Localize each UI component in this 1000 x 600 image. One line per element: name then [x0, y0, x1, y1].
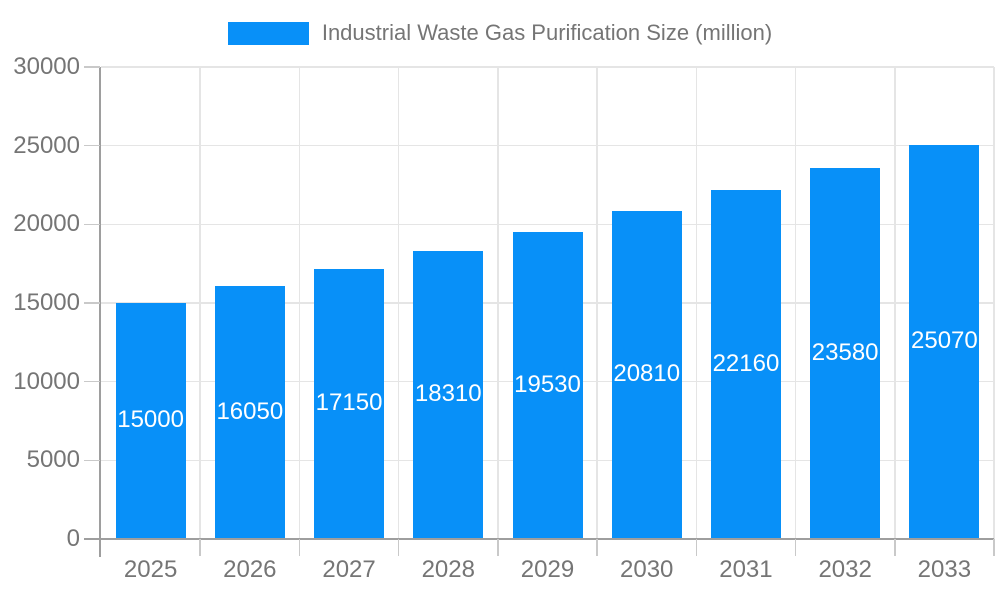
- bar-value-label: 20810: [613, 360, 681, 388]
- x-axis-tick: [298, 539, 301, 556]
- legend-label: Industrial Waste Gas Purification Size (…: [321, 20, 773, 45]
- bar: 23580: [810, 168, 881, 538]
- x-tick-label: 2028: [421, 556, 475, 583]
- x-axis-tick: [993, 539, 995, 556]
- bar: 20810: [611, 211, 682, 538]
- legend[interactable]: Industrial Waste Gas Purification Size (…: [0, 20, 1000, 46]
- gridline-vertical: [794, 67, 797, 539]
- bar-value-label: 23580: [811, 338, 879, 366]
- x-tick-label: 2033: [917, 556, 972, 583]
- gridline-vertical: [894, 67, 896, 539]
- x-axis-tick: [199, 539, 201, 556]
- y-tick-label: 10000: [13, 367, 80, 395]
- y-axis-tick: [84, 223, 100, 226]
- x-tick-label: 2027: [322, 556, 376, 583]
- x-tick-label: 2026: [223, 556, 277, 583]
- legend-swatch: [227, 21, 309, 45]
- bar: 25070: [909, 144, 980, 538]
- bar-value-label: 22160: [712, 349, 780, 377]
- gridline-vertical: [596, 67, 598, 539]
- x-axis-tick: [497, 539, 499, 556]
- gridline-vertical: [695, 67, 698, 539]
- x-tick-label: 2031: [719, 556, 773, 583]
- y-axis-tick: [84, 144, 100, 147]
- bar-value-label: 17150: [315, 389, 383, 417]
- bar-value-label: 15000: [117, 406, 184, 433]
- gridline-vertical: [199, 67, 201, 539]
- x-tick-label: 2032: [818, 556, 872, 583]
- bar: 17150: [314, 268, 385, 538]
- x-tick-label: 2025: [123, 556, 178, 583]
- y-tick-label: 15000: [13, 289, 80, 316]
- x-axis-tick: [397, 539, 400, 556]
- bar: 19530: [512, 231, 583, 538]
- gridline-vertical: [298, 67, 301, 539]
- x-axis-tick: [596, 539, 598, 556]
- gridline-horizontal: [101, 144, 994, 147]
- y-axis-tick: [84, 66, 100, 68]
- x-axis-tick: [695, 539, 698, 556]
- y-tick-label: 0: [66, 525, 80, 552]
- gridline-horizontal: [101, 223, 994, 226]
- y-axis-tick: [84, 380, 100, 383]
- gridline-vertical: [993, 67, 995, 539]
- gridline-vertical: [497, 67, 499, 539]
- x-axis-tick: [794, 539, 797, 556]
- plot-area: 15000 16050 17150 18310 19530 20810 22160 23580…: [13, 53, 995, 583]
- x-tick-label: 2029: [520, 556, 575, 583]
- gridline-vertical: [397, 67, 400, 539]
- bar: 15000: [115, 302, 186, 538]
- x-axis-tick: [894, 539, 896, 556]
- y-axis-tick: [84, 302, 100, 304]
- x-tick-label: 2030: [620, 556, 674, 583]
- bar: 22160: [710, 190, 781, 538]
- bar: 16050: [214, 286, 285, 538]
- y-tick-label: 20000: [13, 210, 80, 238]
- y-axis-line: [99, 67, 101, 557]
- bar-value-label: 16050: [216, 397, 284, 425]
- bar-value-label: 19530: [514, 370, 581, 398]
- y-axis-tick: [84, 459, 100, 462]
- gridline-horizontal: [101, 66, 994, 68]
- y-tick-label: 25000: [13, 131, 80, 159]
- bar-value-label: 18310: [414, 380, 482, 408]
- y-tick-label: 5000: [26, 446, 80, 474]
- bar: 18310: [413, 250, 484, 538]
- bar-value-label: 25070: [911, 327, 978, 355]
- x-axis-line: [84, 537, 994, 540]
- y-tick-label: 30000: [13, 53, 80, 80]
